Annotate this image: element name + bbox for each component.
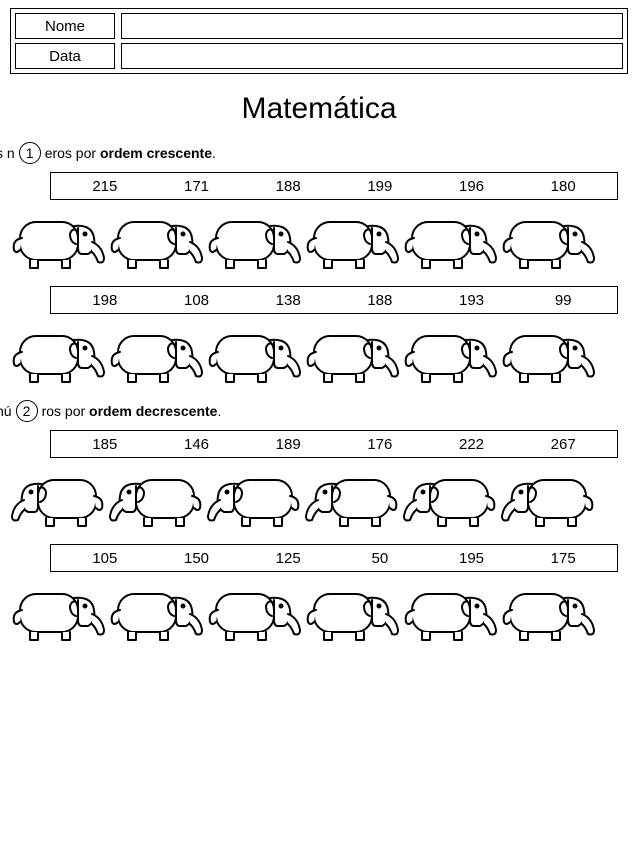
elephant-icon xyxy=(204,462,304,532)
num-cell: 185 xyxy=(59,436,151,453)
elephant-icon xyxy=(302,204,402,274)
elephant-row-4 xyxy=(10,576,638,646)
elephant-icon xyxy=(498,576,598,646)
num-cell: 198 xyxy=(59,292,151,309)
elephant-icon xyxy=(204,204,304,274)
elephant-row-2 xyxy=(10,318,638,388)
number-box-3: 185 146 189 176 222 267 xyxy=(50,430,618,458)
instruction-2: nú 2 ros por ordem decrescente. xyxy=(0,400,638,422)
elephant-icon xyxy=(106,204,206,274)
number-box-1: 215 171 188 199 196 180 xyxy=(50,172,618,200)
num-cell: 171 xyxy=(151,178,243,195)
elephant-icon xyxy=(400,462,500,532)
date-field[interactable] xyxy=(121,43,623,69)
num-cell: 150 xyxy=(151,550,243,567)
section-ascending: s n 1 eros por ordem crescente. 215 171 … xyxy=(0,142,638,388)
num-cell: 193 xyxy=(426,292,518,309)
num-cell: 50 xyxy=(334,550,426,567)
num-cell: 176 xyxy=(334,436,426,453)
elephant-row-1 xyxy=(10,204,638,274)
date-label: Data xyxy=(15,43,115,69)
number-box-4: 105 150 125 50 195 175 xyxy=(50,544,618,572)
elephant-icon xyxy=(400,318,500,388)
elephant-icon xyxy=(204,576,304,646)
instr1-number-circle: 1 xyxy=(19,142,41,164)
elephant-icon xyxy=(302,462,402,532)
name-row: Nome xyxy=(15,13,623,39)
elephant-icon xyxy=(302,318,402,388)
num-cell: 146 xyxy=(151,436,243,453)
instr2-post: ros por ordem decrescente. xyxy=(42,403,222,419)
name-label: Nome xyxy=(15,13,115,39)
elephant-icon xyxy=(8,576,108,646)
elephant-icon xyxy=(400,576,500,646)
name-field[interactable] xyxy=(121,13,623,39)
page-title: Matemática xyxy=(0,92,638,126)
num-cell: 180 xyxy=(517,178,609,195)
num-cell: 125 xyxy=(242,550,334,567)
elephant-icon xyxy=(8,318,108,388)
header-container: Nome Data xyxy=(10,8,628,74)
num-cell: 189 xyxy=(242,436,334,453)
num-cell: 215 xyxy=(59,178,151,195)
elephant-icon xyxy=(498,318,598,388)
num-cell: 99 xyxy=(517,292,609,309)
number-box-2: 198 108 138 188 193 99 xyxy=(50,286,618,314)
elephant-icon xyxy=(400,204,500,274)
elephant-icon xyxy=(106,318,206,388)
elephant-icon xyxy=(8,204,108,274)
num-cell: 138 xyxy=(242,292,334,309)
elephant-icon xyxy=(106,462,206,532)
instr1-post: eros por ordem crescente. xyxy=(45,145,216,161)
num-cell: 105 xyxy=(59,550,151,567)
elephant-icon xyxy=(302,576,402,646)
elephant-row-3 xyxy=(10,462,638,532)
num-cell: 175 xyxy=(517,550,609,567)
elephant-icon xyxy=(204,318,304,388)
num-cell: 267 xyxy=(517,436,609,453)
elephant-icon xyxy=(498,204,598,274)
instr2-pre: nú xyxy=(0,403,12,419)
num-cell: 195 xyxy=(426,550,518,567)
num-cell: 222 xyxy=(426,436,518,453)
num-cell: 188 xyxy=(242,178,334,195)
num-cell: 188 xyxy=(334,292,426,309)
instr1-pre: s n xyxy=(0,145,15,161)
num-cell: 199 xyxy=(334,178,426,195)
instruction-1: s n 1 eros por ordem crescente. xyxy=(0,142,638,164)
elephant-icon xyxy=(498,462,598,532)
section-descending: nú 2 ros por ordem decrescente. 185 146 … xyxy=(0,400,638,646)
elephant-icon xyxy=(106,576,206,646)
instr2-number-circle: 2 xyxy=(16,400,38,422)
date-row: Data xyxy=(15,43,623,69)
elephant-icon xyxy=(8,462,108,532)
num-cell: 108 xyxy=(151,292,243,309)
num-cell: 196 xyxy=(426,178,518,195)
